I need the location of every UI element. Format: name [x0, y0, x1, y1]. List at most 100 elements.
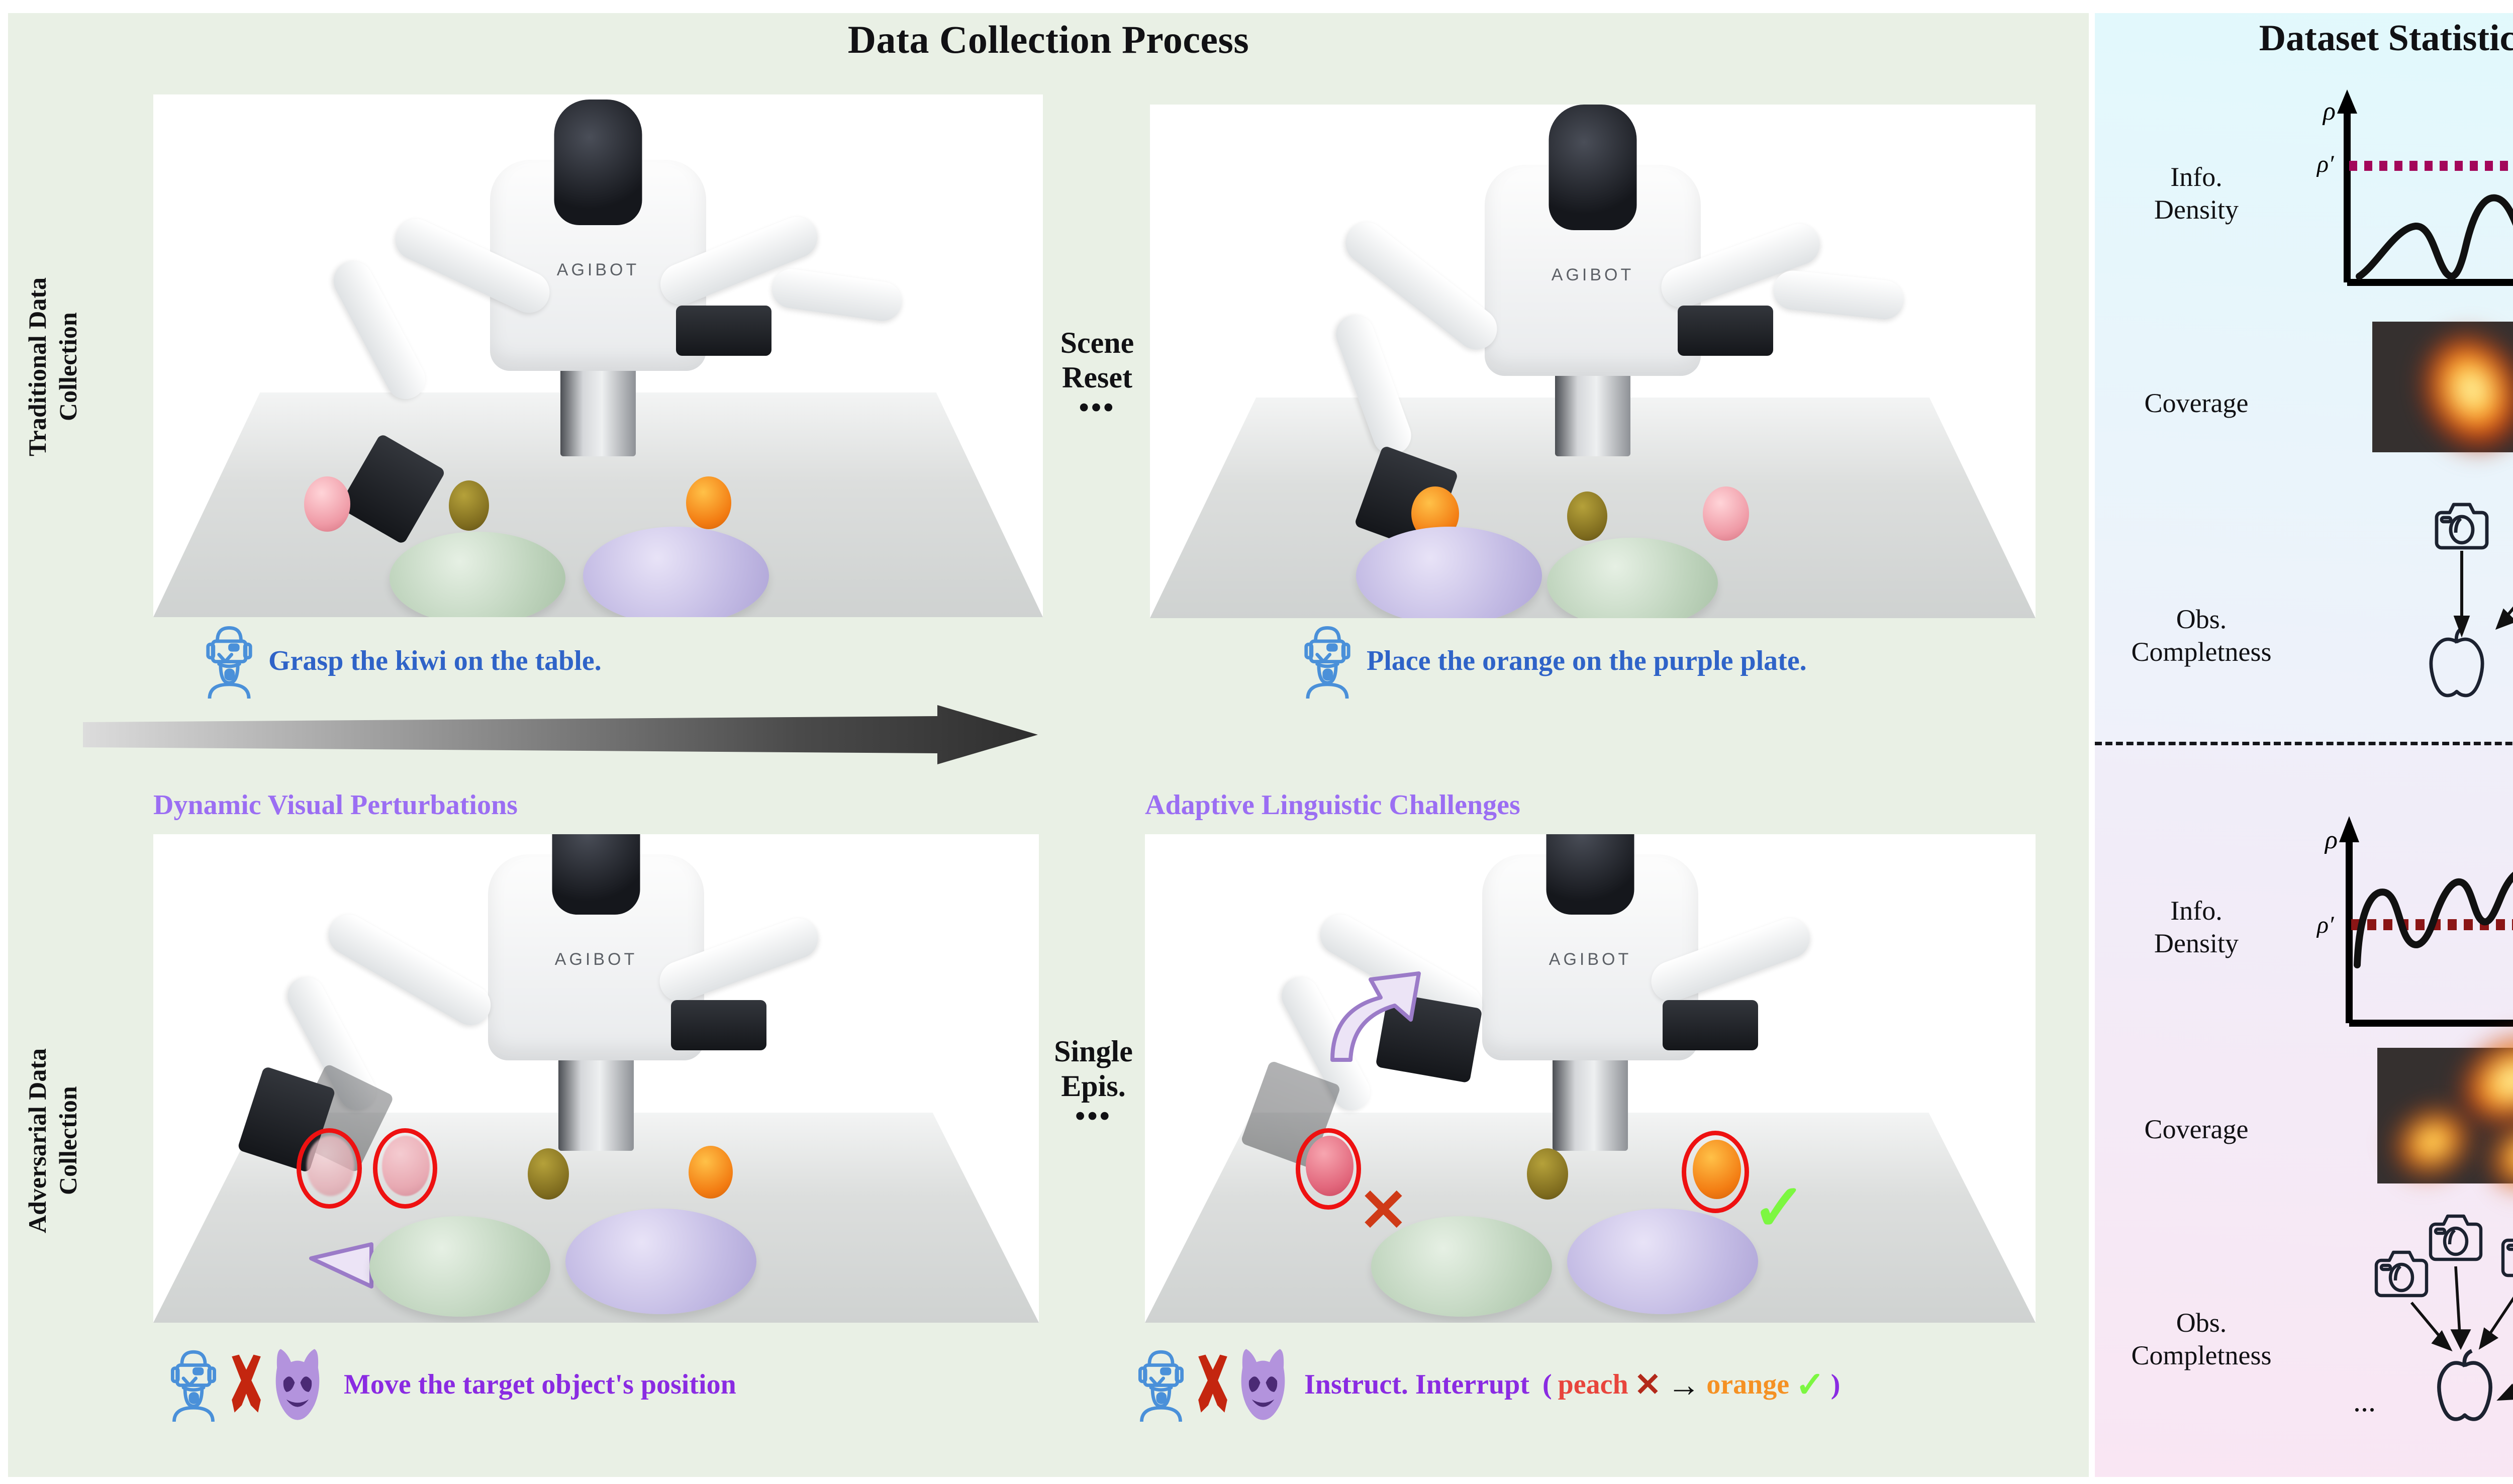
info-density-chart-adversarial: ρ ρ′ t [2316, 816, 2513, 1027]
paren-open: ( [1542, 1369, 1552, 1400]
robot-brand-label: AGIBOT [556, 260, 640, 279]
devil-face-icon [275, 1349, 320, 1420]
robot-head [1549, 105, 1637, 230]
object-orange [686, 476, 731, 529]
scene-photo-grasp-kiwi: AGIBOT [153, 94, 1043, 617]
object-kiwi [1567, 491, 1607, 541]
caption-text: Grasp the kiwi on the table. [268, 645, 602, 676]
highlight-ellipse-peach-target [373, 1128, 437, 1209]
heatmap-blob [2410, 324, 2513, 460]
stat-label-info-density-bottom: Info. Density [2154, 896, 2239, 958]
coverage-heatmap-adversarial [2377, 1023, 2513, 1198]
robot-brand-label: AGIBOT [1549, 950, 1632, 969]
object-orange [689, 1146, 733, 1199]
clash-swords-icon [1198, 1354, 1227, 1413]
clash-swords-icon [232, 1354, 261, 1413]
robot-brand-label: AGIBOT [554, 950, 638, 969]
info-density-chart-traditional: ρ ρ′ t [2316, 89, 2513, 286]
obs-completeness-diagram-adversarial: ... [2353, 1214, 2513, 1421]
plate-green [1371, 1216, 1552, 1317]
robot-right-gripper [676, 306, 771, 356]
wrong-instruction-word: peach [1558, 1369, 1628, 1400]
stat-label-coverage-top: Coverage [2144, 388, 2249, 418]
vr-headset-operator-icon [206, 626, 252, 699]
robot-right-forearm [1771, 268, 1906, 322]
step-label-dots: ••• [1079, 391, 1116, 424]
mark-check-icon: ✓ [1795, 1365, 1825, 1404]
row-divider [2095, 742, 2513, 745]
robot-brand-label: AGIBOT [1551, 265, 1634, 284]
plate-green [1547, 538, 1718, 618]
plate-green [390, 532, 565, 617]
caption-text: Place the orange on the purple plate. [1367, 645, 1807, 676]
page-title-dataset-statistics: Dataset Statistics [2259, 18, 2513, 59]
stat-label-obs-completeness-top: Obs. Completness [2131, 604, 2272, 667]
subheader-dynamic-visual-perturbations: Dynamic Visual Perturbations [153, 789, 518, 821]
ellipsis-label: ... [2353, 1384, 2376, 1418]
robot-right-forearm [769, 266, 905, 324]
object-kiwi [1527, 1148, 1568, 1200]
step-label-text: Single Epis. [1054, 1035, 1133, 1103]
camera-icon [2435, 503, 2489, 550]
paren-close: ) [1830, 1369, 1841, 1400]
highlight-ellipse-peach-wrong [1296, 1128, 1361, 1210]
axis-label-rho-prime: ρ′ [2316, 912, 2335, 938]
camera-icon [2429, 1214, 2483, 1261]
caption-place-orange: Place the orange on the purple plate. [1299, 623, 1807, 699]
progress-arrow-icon [83, 705, 1038, 764]
step-label-dots: ••• [1075, 1100, 1112, 1133]
plate-purple [1356, 527, 1542, 618]
heatmap-blob [2388, 1100, 2477, 1184]
object-peach [304, 476, 350, 532]
axis-label-rho: ρ [2324, 826, 2338, 854]
page-title-data-collection-process: Data Collection Process [847, 18, 1249, 61]
apple-icon [2429, 625, 2484, 698]
plate-purple [1567, 1209, 1758, 1314]
object-kiwi [528, 1148, 569, 1200]
robot-right-gripper [1663, 1000, 1758, 1050]
caption-move-target-object: Move the target object's position [166, 1347, 736, 1422]
stat-label-coverage-bottom: Coverage [2144, 1114, 2249, 1144]
stat-label-obs-completeness-bottom: Obs. Completness [2131, 1308, 2272, 1370]
apple-icon [2437, 1349, 2492, 1421]
step-label-scene-reset: Scene Reset ••• [1044, 291, 1150, 455]
subheader-adaptive-linguistic-challenges: Adaptive Linguistic Challenges [1145, 789, 1520, 821]
camera-icon [2374, 1250, 2429, 1298]
row-label-adversarial-data-collection: Adversarial Data Collection [23, 1048, 82, 1233]
robot-head [552, 834, 640, 915]
row-label-traditional-data-collection: Traditional Data Collection [23, 277, 82, 457]
vr-headset-operator-icon [1304, 626, 1350, 699]
caption-text: Move the target object's position [344, 1369, 736, 1400]
right-instruction-word: orange [1706, 1369, 1790, 1400]
scene-photo-place-orange: AGIBOT [1150, 105, 2036, 618]
mark-x-icon: ✕ [1634, 1366, 1662, 1403]
robot-left-forearm [327, 254, 432, 406]
move-up-right-arrow-icon [1330, 971, 1421, 1062]
robot-left-upper-arm [321, 907, 498, 1033]
step-label-single-episode: Single Epis. ••• [1039, 1000, 1147, 1164]
plate-green [369, 1216, 550, 1317]
scene-photo-instruction-interrupt: AGIBOT ✕ ✓ [1145, 834, 2036, 1323]
coverage-heatmap-traditional [2372, 322, 2513, 460]
plate-purple [583, 527, 769, 617]
robot-head [554, 100, 642, 225]
caption-instruction-interrupt: Instruct. Interrupt ( peach ✕ → orange ✓… [1133, 1347, 1840, 1422]
highlight-ellipse-peach-origin [297, 1128, 362, 1209]
devil-face-icon [1241, 1349, 1285, 1420]
object-kiwi [449, 480, 489, 531]
axis-label-rho: ρ [2322, 97, 2336, 126]
transition-arrow-icon: → [1667, 1366, 1701, 1403]
camera-icon [2501, 1238, 2513, 1277]
robot-right-gripper [671, 1000, 766, 1050]
scene-photo-move-target-object: AGIBOT [153, 834, 1039, 1323]
caption-text: Instruct. Interrupt [1304, 1369, 1529, 1400]
robot-right-gripper [1678, 306, 1773, 356]
stat-label-info-density-top: Info. Density [2154, 162, 2239, 225]
plate-purple [565, 1209, 756, 1314]
caption-grasp-kiwi: Grasp the kiwi on the table. [201, 623, 602, 699]
vr-headset-operator-icon [170, 1350, 217, 1422]
mark-check-icon: ✓ [1752, 1172, 1806, 1244]
obs-completeness-diagram-traditional [2429, 503, 2513, 698]
axis-label-rho-prime: ρ′ [2316, 151, 2335, 177]
robot-head [1546, 834, 1634, 915]
